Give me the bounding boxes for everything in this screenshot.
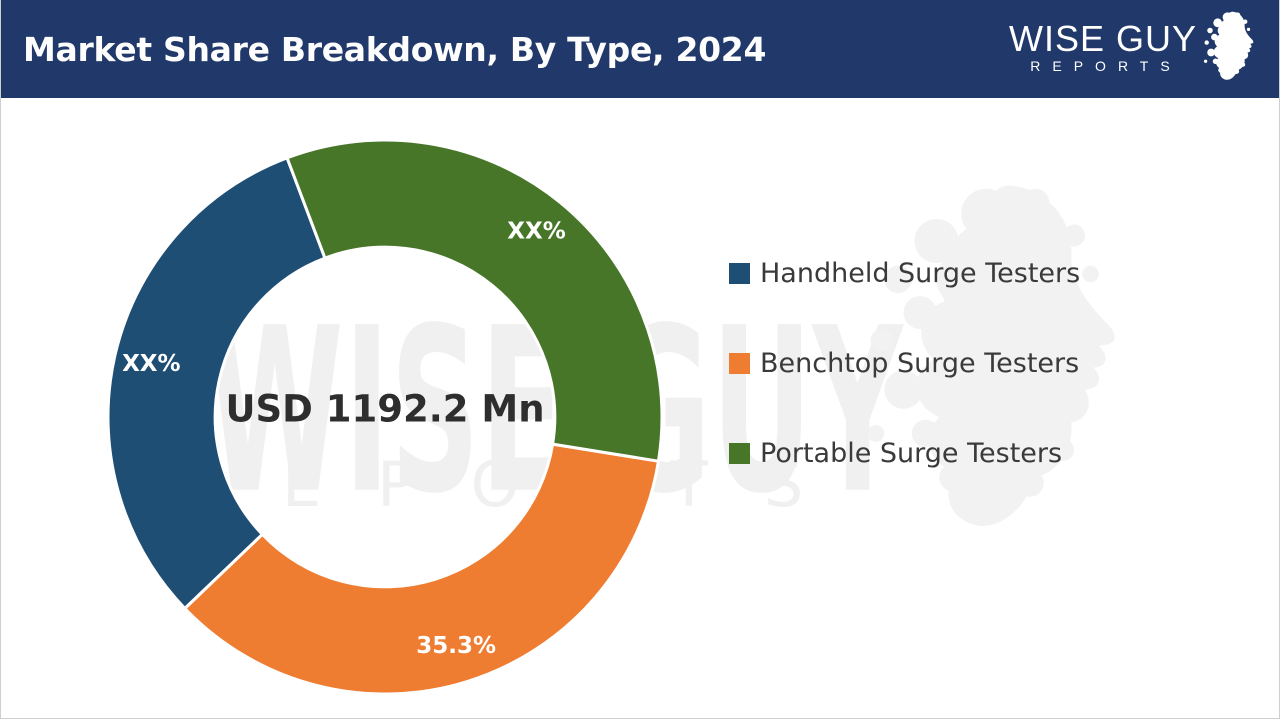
legend: Handheld Surge Testers Benchtop Surge Tes…: [729, 258, 1080, 528]
page-title: Market Share Breakdown, By Type, 2024: [23, 29, 767, 69]
legend-swatch-icon: [729, 262, 750, 284]
dotted-face-icon: [1204, 12, 1253, 80]
legend-item-0: Handheld Surge Testers: [729, 257, 1081, 289]
donut-segment-0: [106, 156, 327, 611]
watermark-text-reports: REPORTS: [183, 448, 860, 521]
legend-label: Benchtop Surge Testers: [760, 347, 1080, 379]
header-bar: Market Share Breakdown, By Type, 2024 WI…: [1, 0, 1279, 98]
brand-subname: REPORTS: [1030, 58, 1182, 75]
legend-swatch-icon: [729, 442, 750, 464]
donut-center-value: USD 1192.2 Mn: [225, 388, 544, 431]
legend-label: Portable Surge Testers: [760, 437, 1063, 469]
segment-label-1: 35.3%: [416, 633, 496, 659]
legend-label: Handheld Surge Testers: [760, 257, 1081, 289]
donut-segment-1: [183, 442, 660, 696]
legend-item-2: Portable Surge Testers: [729, 437, 1080, 469]
brand-face-icon: [1199, 7, 1265, 87]
legend-swatch-icon: [729, 352, 750, 374]
brand-name: WISE GUY: [1008, 17, 1197, 59]
donut-segment-2: [285, 138, 664, 463]
brand-logo: WISE GUY REPORTS: [1009, 7, 1265, 87]
legend-item-1: Benchtop Surge Testers: [729, 347, 1080, 379]
segment-label-2: XX%: [507, 218, 566, 244]
brand-logo-text: WISE GUY REPORTS: [1008, 17, 1197, 75]
segment-label-0: XX%: [122, 351, 181, 377]
